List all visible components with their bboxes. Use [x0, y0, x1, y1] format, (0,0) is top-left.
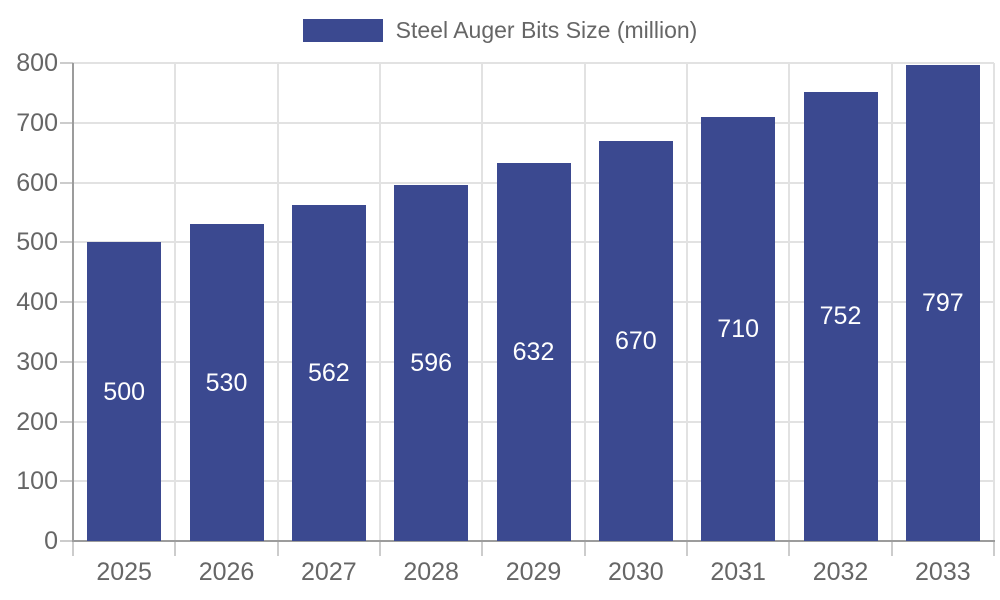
bar[interactable] [598, 140, 673, 541]
x-axis-tick [174, 541, 177, 556]
y-axis-label: 0 [44, 527, 58, 555]
y-axis-tick [60, 420, 73, 423]
bar[interactable] [189, 224, 264, 541]
y-axis-tick [60, 121, 73, 124]
x-axis-label: 2029 [505, 558, 562, 586]
v-gridline [993, 63, 995, 541]
y-axis-tick [60, 301, 73, 303]
bar[interactable] [905, 64, 980, 541]
x-axis-tick [686, 541, 688, 556]
v-gridline [481, 63, 484, 541]
y-axis-tick [60, 540, 73, 542]
y-axis-tick [60, 360, 73, 363]
bar-value-label: 562 [307, 359, 350, 388]
v-gridline [276, 63, 279, 541]
v-gridline [788, 63, 791, 541]
v-gridline [379, 63, 381, 541]
bar[interactable] [87, 242, 162, 541]
x-axis-label: 2033 [915, 558, 971, 586]
x-axis-label: 2028 [403, 558, 459, 586]
y-axis-label: 100 [16, 467, 58, 496]
bar-value-label: 670 [614, 326, 657, 355]
y-axis-label: 300 [16, 347, 58, 376]
x-axis-line [72, 540, 995, 542]
legend-swatch [302, 18, 383, 42]
h-gridline [73, 121, 994, 124]
y-axis-tick [60, 181, 73, 184]
bar-value-label: 530 [205, 368, 248, 397]
y-axis-tick [60, 62, 73, 64]
bar[interactable] [394, 184, 469, 541]
y-axis-tick [60, 480, 73, 483]
y-axis-label: 400 [16, 288, 58, 316]
x-axis-label: 2031 [710, 558, 766, 586]
x-axis-tick [379, 541, 381, 556]
v-gridline [890, 63, 893, 541]
x-axis-tick [276, 541, 279, 556]
bar[interactable] [291, 205, 366, 541]
x-axis-tick [890, 541, 893, 556]
bar-value-label: 797 [921, 288, 964, 317]
bar-value-label: 632 [512, 338, 555, 367]
x-axis-tick [788, 541, 791, 556]
x-axis-tick [481, 541, 484, 556]
legend[interactable]: Steel Auger Bits Size (million) [0, 17, 1000, 43]
y-axis-label: 600 [16, 168, 58, 197]
y-axis-label: 200 [16, 407, 58, 436]
bar[interactable] [496, 163, 571, 541]
legend-label: Steel Auger Bits Size (million) [395, 17, 698, 43]
x-axis-label: 2025 [96, 558, 152, 586]
y-axis-label: 500 [16, 228, 58, 257]
bar-value-label: 752 [819, 302, 862, 331]
y-axis-tick [60, 241, 73, 244]
h-gridline [73, 62, 994, 64]
y-axis-label: 800 [16, 49, 58, 77]
bar-value-label: 500 [103, 377, 146, 406]
x-axis-label: 2026 [198, 558, 255, 586]
y-axis-label: 700 [16, 108, 58, 137]
v-gridline [174, 63, 177, 541]
bar-value-label: 596 [410, 348, 453, 377]
bar[interactable] [803, 91, 878, 541]
x-axis-label: 2032 [812, 558, 869, 586]
bar[interactable] [701, 116, 776, 541]
v-gridline [686, 63, 688, 541]
x-axis-tick [993, 541, 995, 556]
v-gridline [583, 63, 586, 541]
x-axis-tick [72, 541, 74, 556]
y-axis-line [72, 63, 74, 541]
bar-value-label: 710 [717, 314, 760, 343]
x-axis-label: 2027 [301, 558, 357, 586]
x-axis-label: 2030 [608, 558, 664, 586]
x-axis-tick [583, 541, 586, 556]
